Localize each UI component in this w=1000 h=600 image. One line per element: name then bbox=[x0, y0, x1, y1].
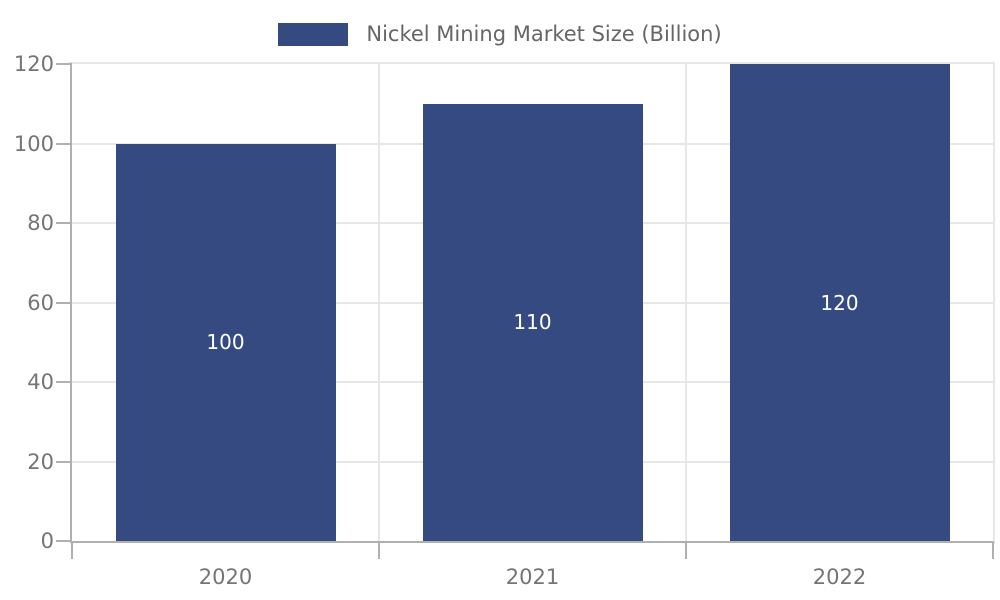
y-axis-tick bbox=[56, 63, 72, 65]
bar: 110 bbox=[422, 103, 643, 541]
x-axis-tick bbox=[378, 543, 380, 559]
y-tick-label: 40 bbox=[27, 370, 54, 394]
legend-swatch bbox=[278, 22, 349, 46]
bar: 100 bbox=[115, 143, 336, 541]
bar: 120 bbox=[729, 64, 950, 541]
y-axis-tick bbox=[56, 381, 72, 383]
chart-legend: Nickel Mining Market Size (Billion) bbox=[0, 22, 1000, 46]
y-axis-tick bbox=[56, 301, 72, 304]
y-axis-tick bbox=[56, 142, 72, 145]
legend-label: Nickel Mining Market Size (Billion) bbox=[366, 22, 722, 46]
bar-data-label: 100 bbox=[206, 330, 245, 355]
x-axis-tick bbox=[685, 543, 687, 559]
y-tick-label: 80 bbox=[27, 211, 54, 235]
x-gridline bbox=[685, 64, 687, 541]
plot-area: 0 20 40 60 80 100 120 100 110 120 2020 2021 2022 bbox=[14, 52, 995, 589]
y-tick-label: 20 bbox=[27, 449, 54, 474]
x-axis-tick bbox=[71, 543, 73, 559]
y-axis-tick bbox=[56, 540, 72, 542]
y-axis-tick bbox=[56, 460, 72, 463]
bar-data-label: 110 bbox=[513, 310, 552, 335]
x-tick-label: 2020 bbox=[198, 565, 253, 589]
x-tick-label: 2022 bbox=[812, 565, 867, 589]
x-axis-tick bbox=[992, 543, 994, 559]
x-gridline bbox=[378, 64, 380, 541]
y-axis-tick bbox=[56, 222, 72, 224]
y-tick-label: 120 bbox=[13, 52, 54, 76]
y-tick-label: 100 bbox=[13, 131, 54, 156]
bar-data-label: 120 bbox=[820, 290, 859, 315]
x-tick-label: 2021 bbox=[505, 565, 560, 589]
y-tick-label: 60 bbox=[27, 290, 54, 315]
y-tick-label: 0 bbox=[40, 529, 54, 553]
